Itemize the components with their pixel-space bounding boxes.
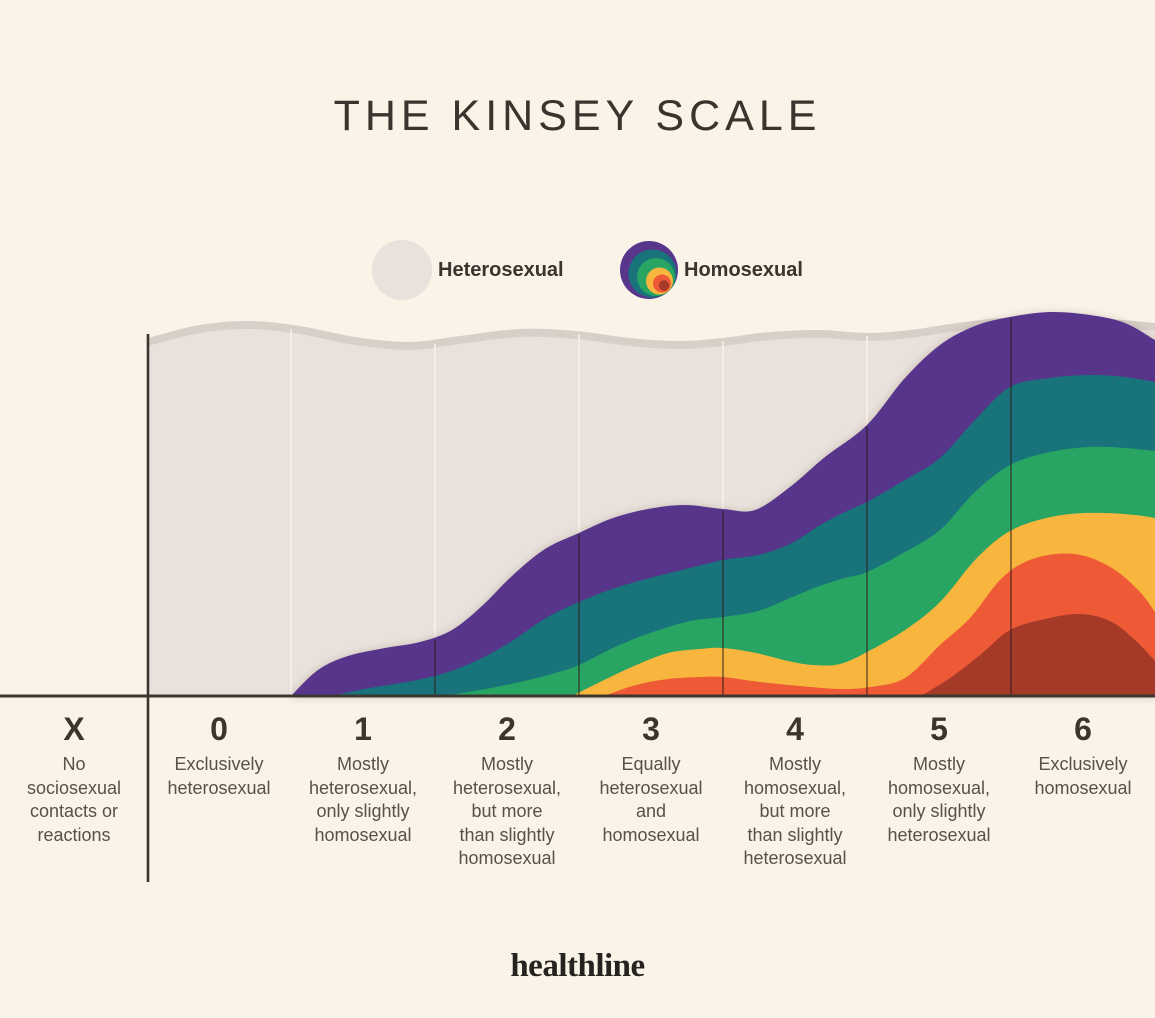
scale-description: Mostly heterosexual, but more than slightly… [452,754,562,868]
rainbow-ring-6 [658,280,670,291]
heterosexual-circle-swatch [372,240,432,300]
axis-label-2: 2 Mostly heterosexual, but more than slightl… [432,710,582,871]
legend-item-homosexual: Homosexual [620,240,803,300]
axis-label-5: 5 Mostly homosexual, only slightly heterosex… [864,710,1014,847]
scale-description: Mostly homosexual, but more than slightly he… [743,754,847,868]
scale-value: 6 [1074,711,1092,747]
scale-value: 0 [210,711,228,747]
scale-value: 3 [642,711,660,747]
x-axis-labels: X No sociosexual contacts or reactions 0 Exclu… [0,710,1155,900]
legend: Heterosexual Homosexual [0,240,1155,300]
scale-value: 4 [786,711,804,747]
healthline-logo: healthline [510,948,645,984]
scale-description: Equally heterosexual and homosexual [599,754,703,845]
legend-label-heterosexual: Heterosexual [438,258,564,281]
axis-label-X: X No sociosexual contacts or reactions [0,710,149,847]
scale-value: 2 [498,711,516,747]
scale-description: No sociosexual contacts or reactions [26,754,122,845]
homosexual-band-6-red [921,613,1155,696]
scale-value: X [63,711,85,747]
scale-value: 5 [930,711,948,747]
axis-label-3: 3 Equally heterosexual and homosexual [576,710,726,847]
axis-label-6: 6 Exclusively homosexual [1008,710,1155,800]
scale-description: Exclusively homosexual [1034,754,1132,798]
scale-description: Exclusively heterosexual [167,754,271,798]
axis-label-0: 0 Exclusively heterosexual [144,710,294,800]
legend-label-homosexual: Homosexual [684,258,803,281]
page-title: THE KINSEY SCALE [333,92,822,140]
axis-label-1: 1 Mostly heterosexual, only slightly homosex… [288,710,438,847]
scale-value: 1 [354,711,372,747]
homosexual-rainbow-circle-swatch [620,241,678,299]
legend-item-heterosexual: Heterosexual [372,240,564,300]
axis-label-4: 4 Mostly homosexual, but more than slightly h… [720,710,870,871]
scale-description: Mostly heterosexual, only slightly homosexu… [308,754,418,845]
scale-description: Mostly homosexual, only slightly heterosexu… [887,754,991,845]
